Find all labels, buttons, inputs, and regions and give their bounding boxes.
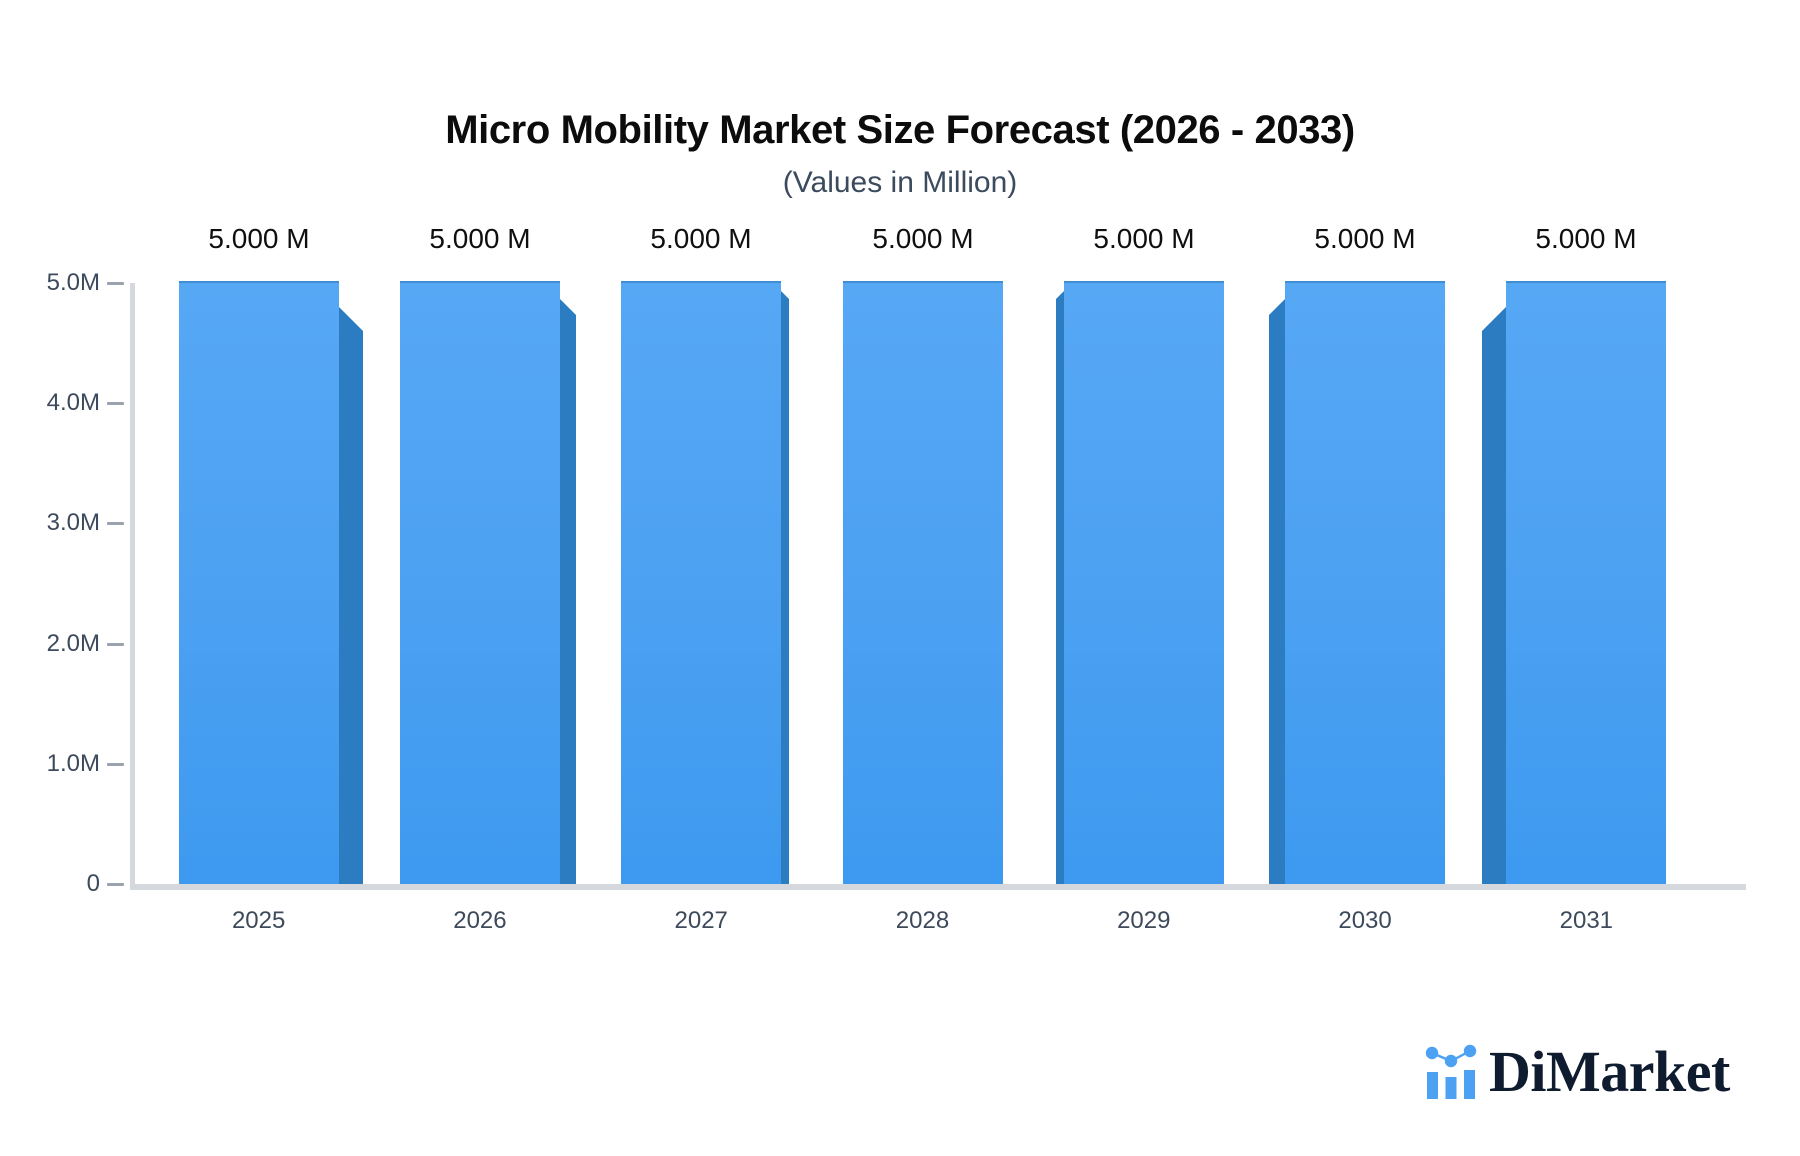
bar-front-face[interactable] [179, 281, 339, 884]
bar-side-face [1056, 291, 1064, 884]
page-title: Micro Mobility Market Size Forecast (202… [445, 108, 1355, 152]
x-axis-tick-label: 2029 [1117, 907, 1171, 934]
bar-value-label: 5.000 M [1314, 223, 1416, 254]
bar-side-face [339, 307, 363, 884]
bar-side-face [1482, 307, 1506, 884]
x-axis-tick-label: 2025 [231, 907, 286, 934]
bar-chart-dots-icon [1425, 1044, 1477, 1100]
bar-value-label: 5.000 M [429, 223, 531, 254]
bar-front-face[interactable] [400, 281, 560, 884]
y-axis-line [130, 283, 135, 885]
y-axis-tick-mark [107, 762, 124, 766]
bar-column[interactable]: 5.000 M [1056, 223, 1224, 884]
y-axis-tick: 1.0M [10, 749, 100, 777]
x-axis-tick-label: 2030 [1338, 907, 1392, 934]
x-axis-tick-label: 2028 [895, 907, 950, 934]
y-axis-tick-mark [107, 402, 124, 406]
y-axis-tick-label: 5.0M [46, 269, 100, 296]
bar-front-face[interactable] [621, 281, 781, 884]
title-block: Micro Mobility Market Size Forecast (202… [0, 105, 1800, 203]
bar-column[interactable]: 5.000 M [1269, 223, 1445, 884]
y-axis-tick: 2.0M [10, 629, 100, 657]
bar-value-label: 5.000 M [1535, 223, 1637, 254]
y-axis-tick-label: 2.0M [46, 629, 100, 657]
bar-side-face [781, 291, 789, 884]
x-axis-tick-label: 2026 [453, 907, 507, 934]
y-axis-tick-label: 0 [86, 870, 100, 897]
y-axis-tick: 5.0M [10, 271, 100, 295]
bar-column[interactable]: 5.000 M [621, 223, 789, 884]
y-axis-tick-mark [107, 642, 124, 646]
y-axis-tick-label: 1.0M [46, 749, 100, 777]
y-axis-tick: 4.0M [10, 391, 100, 415]
y-axis-tick-label: 4.0M [46, 389, 100, 417]
y-axis-tick: 3.0M [10, 511, 100, 535]
bar-value-label: 5.000 M [1093, 223, 1195, 254]
bar-front-face[interactable] [1285, 281, 1445, 884]
y-axis-tick-mark [107, 883, 124, 886]
bar-side-face [1269, 299, 1285, 884]
y-axis-tick-mark [107, 522, 124, 526]
chart-subtitle: (Values in Million) [782, 166, 1018, 199]
bar-front-face[interactable] [1064, 281, 1224, 884]
bar-column[interactable]: 5.000 M [1482, 223, 1666, 884]
x-axis-line [130, 884, 1746, 890]
bar-value-label: 5.000 M [208, 223, 310, 254]
x-axis-tick-label: 2031 [1559, 907, 1614, 934]
y-axis-tick: 0 [10, 872, 100, 896]
y-axis-tick-mark [107, 282, 124, 285]
dimarket-logo: DiMarket [1425, 1043, 1730, 1101]
bar-front-face[interactable] [1506, 281, 1666, 884]
bar-front-face[interactable] [843, 281, 1003, 884]
bar-side-face [560, 299, 576, 884]
logo-wordmark: DiMarket [1489, 1039, 1730, 1104]
bar-value-label: 5.000 M [872, 223, 974, 254]
bar-column[interactable]: 5.000 M [843, 223, 1003, 884]
y-axis-tick-label: 3.0M [46, 509, 100, 537]
x-axis-tick-label: 2027 [674, 907, 728, 934]
bar-value-label: 5.000 M [650, 223, 752, 254]
bar-column[interactable]: 5.000 M [400, 223, 576, 884]
bar-column[interactable]: 5.000 M [179, 223, 363, 884]
